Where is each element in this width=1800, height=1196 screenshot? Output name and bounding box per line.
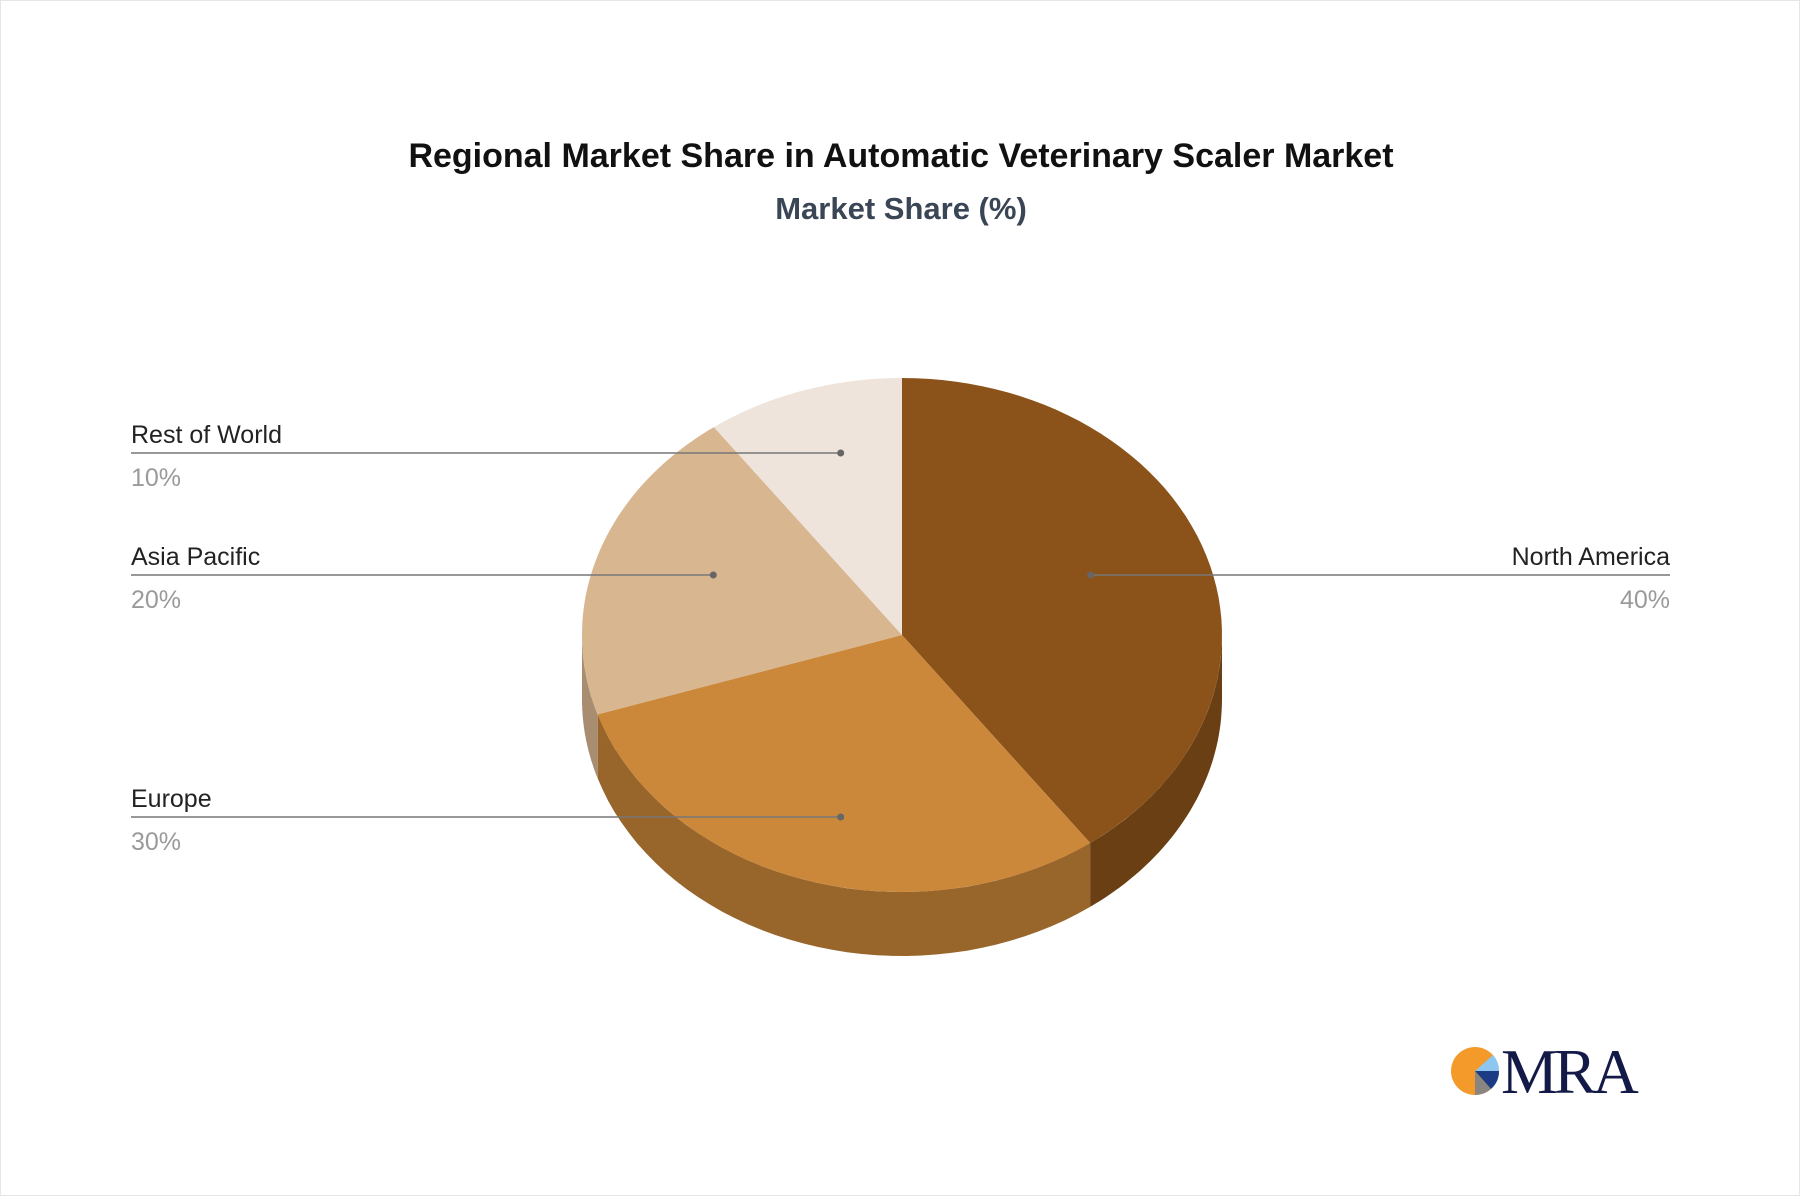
chart-title: Regional Market Share in Automatic Veter… (408, 137, 1394, 175)
slice-side-europe (597, 714, 1091, 956)
logo-text: MRA (1501, 1036, 1639, 1107)
value-label-north-america: 40% (1620, 586, 1670, 614)
leader-dot-asia-pacific (709, 571, 717, 579)
slice-north-america (902, 378, 1222, 843)
leader-dot-europe (837, 813, 845, 821)
leader-dot-rest-of-world (837, 449, 845, 457)
value-label-rest-of-world: 10% (131, 464, 181, 492)
slice-asia-pacific (582, 427, 902, 715)
logo-pie-icon (1451, 1047, 1500, 1096)
slice-side-asia-pacific (582, 635, 598, 779)
label-europe: Europe (131, 785, 212, 813)
label-north-america: North America (1512, 543, 1670, 571)
value-label-europe: 30% (131, 828, 181, 856)
mra-logo: MRA (1449, 1036, 1649, 1107)
label-asia-pacific: Asia Pacific (131, 543, 260, 571)
slice-side-north-america (1090, 635, 1222, 907)
label-rest-of-world: Rest of World (131, 421, 282, 449)
value-label-asia-pacific: 20% (131, 586, 181, 614)
leader-dot-north-america (1087, 571, 1095, 579)
slice-europe (597, 635, 1091, 892)
slice-rest-of-world (713, 378, 902, 635)
chart-subtitle: Market Share (%) (775, 191, 1027, 226)
